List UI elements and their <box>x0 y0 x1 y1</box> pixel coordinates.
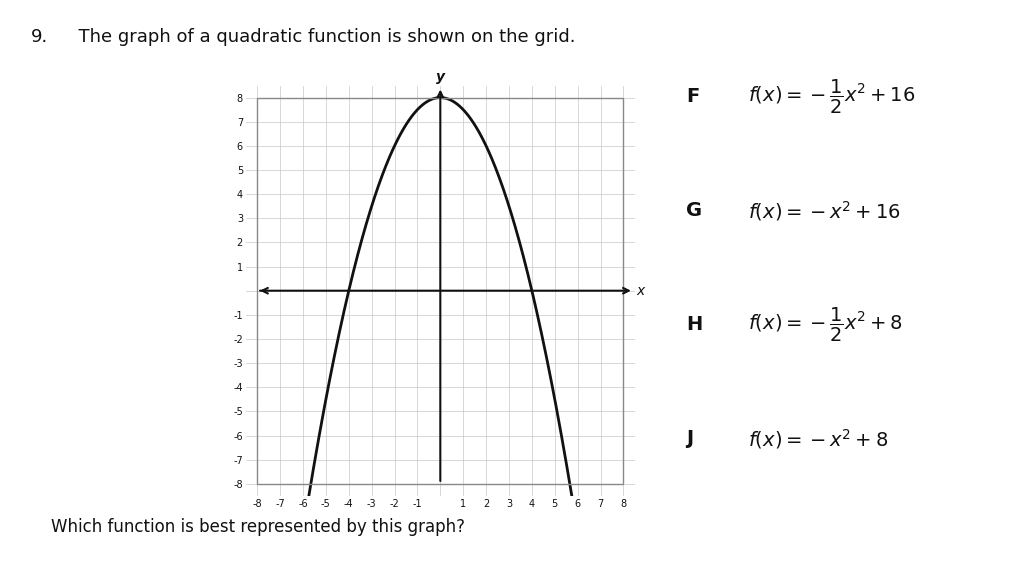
Text: $f(x) = -x^2 + 8$: $f(x) = -x^2 + 8$ <box>748 427 888 451</box>
Text: F: F <box>686 87 699 107</box>
Text: H: H <box>686 315 702 335</box>
Text: y: y <box>436 70 444 84</box>
Text: J: J <box>686 429 693 449</box>
Text: x: x <box>636 284 644 298</box>
Text: The graph of a quadratic function is shown on the grid.: The graph of a quadratic function is sho… <box>67 28 575 47</box>
Text: $f(x) = -\dfrac{1}{2}x^2 + 16$: $f(x) = -\dfrac{1}{2}x^2 + 16$ <box>748 78 915 116</box>
Text: $f(x) = -x^2 + 16$: $f(x) = -x^2 + 16$ <box>748 199 900 223</box>
Text: 9.: 9. <box>31 28 48 47</box>
Text: Which function is best represented by this graph?: Which function is best represented by th… <box>51 518 465 536</box>
Text: G: G <box>686 201 702 221</box>
Text: $f(x) = -\dfrac{1}{2}x^2 + 8$: $f(x) = -\dfrac{1}{2}x^2 + 8$ <box>748 306 902 344</box>
